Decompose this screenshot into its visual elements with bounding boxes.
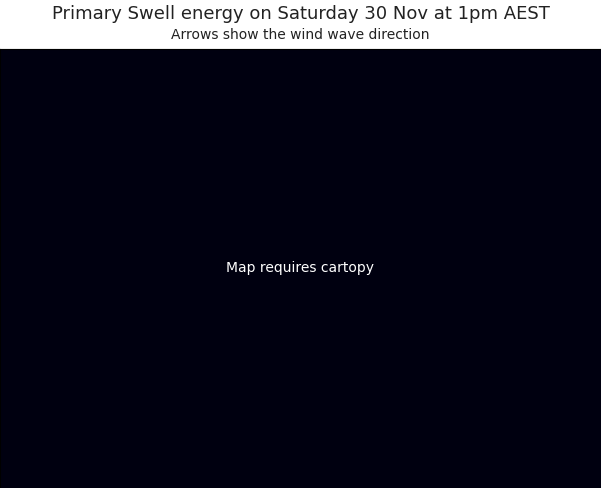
Text: Map requires cartopy: Map requires cartopy: [227, 262, 374, 275]
Text: Arrows show the wind wave direction: Arrows show the wind wave direction: [171, 28, 430, 42]
Text: Primary Swell energy on Saturday 30 Nov at 1pm AEST: Primary Swell energy on Saturday 30 Nov …: [52, 5, 549, 22]
